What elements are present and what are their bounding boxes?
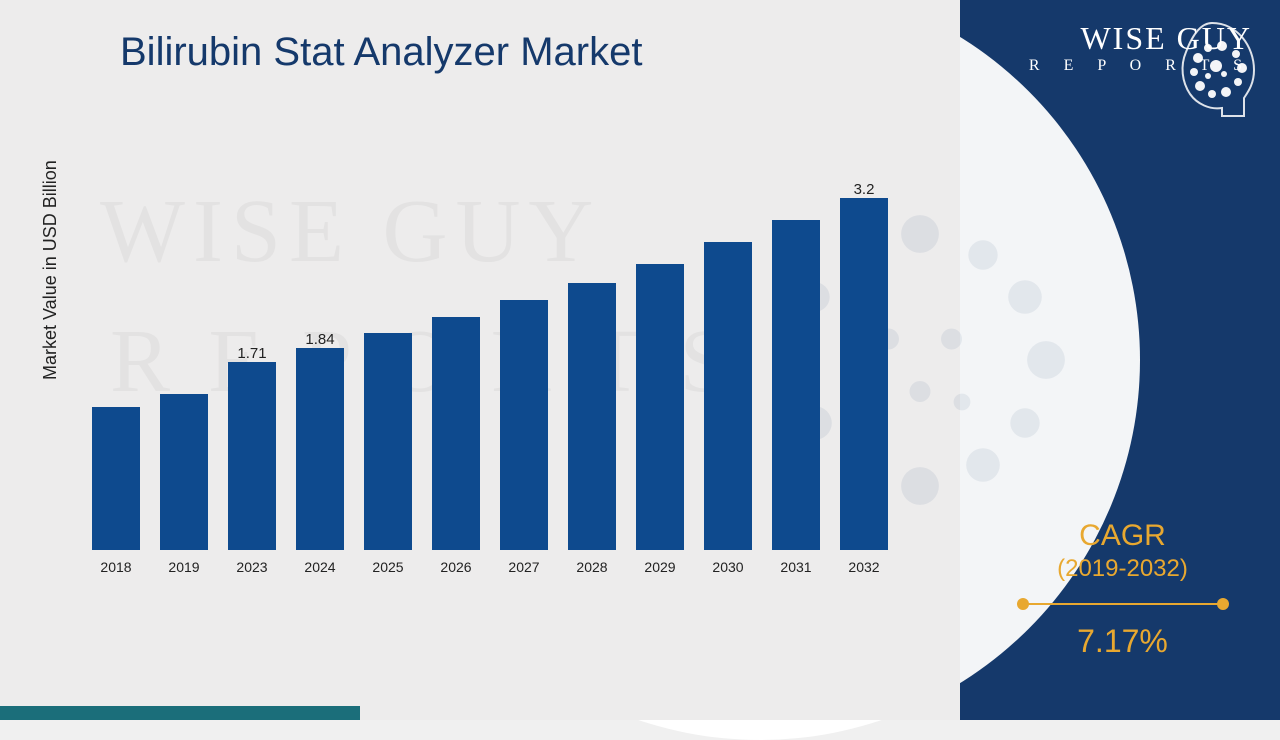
bar — [228, 362, 276, 550]
bar-wrap — [771, 220, 821, 550]
bar — [568, 283, 616, 550]
x-axis: 2018 2019 2023 2024 2025 2026 2027 2028 2029 2030… — [85, 559, 905, 575]
bar-wrap — [635, 264, 685, 550]
x-tick-label: 2030 — [703, 559, 753, 575]
bar-value-label: 3.2 — [854, 181, 875, 198]
x-tick-label: 2023 — [227, 559, 277, 575]
bar — [432, 317, 480, 550]
bar-wrap — [91, 407, 141, 550]
x-tick-label: 2031 — [771, 559, 821, 575]
bar — [364, 333, 412, 550]
bar — [500, 300, 548, 550]
x-tick-label: 2018 — [91, 559, 141, 575]
bar-wrap — [363, 333, 413, 550]
bar-wrap: 1.84 — [295, 348, 345, 550]
bar-wrap — [159, 394, 209, 550]
bar — [772, 220, 820, 550]
x-tick-label: 2027 — [499, 559, 549, 575]
cagr-value: 7.17% — [1005, 623, 1240, 660]
bar-wrap — [567, 283, 617, 550]
x-tick-label: 2032 — [839, 559, 889, 575]
bar — [160, 394, 208, 550]
bar-chart: 1.71 1.84 3.2 2018 2019 2023 2024 2025 2026 2027… — [85, 165, 905, 575]
chart-title: Bilirubin Stat Analyzer Market — [120, 30, 642, 75]
bar — [296, 348, 344, 550]
bar-value-label: 1.71 — [237, 345, 266, 362]
brand-logo: WISE GUY R E P O R T S — [1029, 20, 1252, 75]
x-tick-label: 2019 — [159, 559, 209, 575]
x-tick-label: 2024 — [295, 559, 345, 575]
cagr-block: CAGR (2019-2032) 7.17% — [1005, 519, 1240, 660]
bar-wrap — [431, 317, 481, 550]
cagr-title: CAGR — [1005, 519, 1240, 553]
logo-line-1: WISE GUY — [1029, 20, 1252, 57]
bar — [840, 198, 888, 550]
bar — [92, 407, 140, 550]
y-axis-label: Market Value in USD Billion — [40, 160, 61, 380]
bar-wrap — [703, 242, 753, 550]
cagr-range: (2019-2032) — [1005, 555, 1240, 583]
bar-wrap: 1.71 — [227, 362, 277, 550]
bottom-accent-strip — [0, 706, 360, 720]
infographic-page: WISE GUY R E P O R T S Bilirubin Stat An… — [0, 0, 1280, 720]
bar-wrap — [499, 300, 549, 550]
bar-value-label: 1.84 — [305, 331, 334, 348]
cagr-divider — [1023, 603, 1223, 605]
x-tick-label: 2028 — [567, 559, 617, 575]
bars-container: 1.71 1.84 3.2 — [85, 165, 905, 550]
x-tick-label: 2026 — [431, 559, 481, 575]
x-tick-label: 2025 — [363, 559, 413, 575]
logo-line-2: R E P O R T S — [1029, 57, 1252, 75]
x-tick-label: 2029 — [635, 559, 685, 575]
bar — [636, 264, 684, 550]
bar-wrap: 3.2 — [839, 198, 889, 550]
bar — [704, 242, 752, 550]
